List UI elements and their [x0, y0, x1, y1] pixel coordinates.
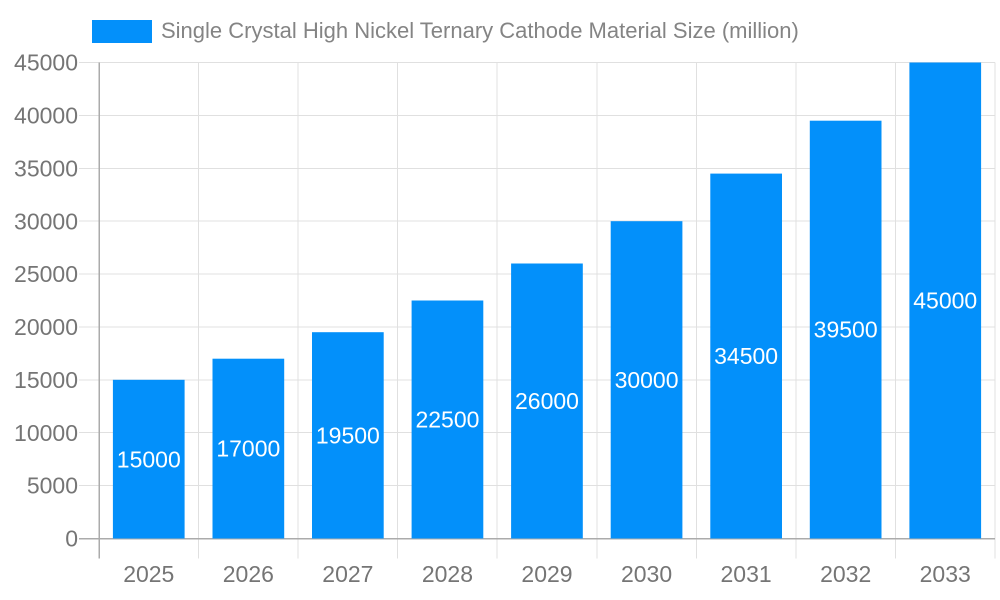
bar-value-label: 17000	[216, 436, 280, 462]
bar	[312, 332, 384, 539]
y-tick-label: 30000	[14, 208, 78, 234]
y-tick-label: 0	[65, 526, 78, 552]
bar	[511, 263, 583, 539]
bar-value-label: 19500	[316, 422, 380, 448]
bar-value-label: 45000	[913, 288, 977, 314]
x-tick-label: 2025	[123, 561, 174, 587]
y-tick-label: 10000	[14, 420, 78, 446]
bar	[411, 300, 484, 539]
bar-value-label: 39500	[814, 317, 878, 343]
y-tick-label: 20000	[14, 314, 78, 340]
bar-value-label: 22500	[415, 407, 479, 433]
bar	[809, 120, 882, 539]
bar-value-label: 15000	[117, 446, 181, 472]
x-tick-label: 2027	[322, 561, 373, 587]
x-tick-label: 2030	[621, 561, 672, 587]
legend-label: Single Crystal High Nickel Ternary Catho…	[161, 18, 799, 43]
x-tick-label: 2033	[920, 561, 971, 587]
y-tick-label: 25000	[14, 261, 78, 287]
y-tick-label: 15000	[14, 367, 78, 393]
y-tick-label: 35000	[14, 155, 78, 181]
bar	[212, 358, 285, 539]
x-tick-label: 2031	[721, 561, 772, 587]
x-tick-label: 2029	[521, 561, 572, 587]
bar	[909, 62, 982, 539]
legend-swatch	[92, 19, 152, 43]
bar	[610, 221, 683, 539]
bar	[112, 379, 185, 539]
legend-item[interactable]: Single Crystal High Nickel Ternary Catho…	[92, 18, 799, 44]
y-tick-label: 45000	[14, 50, 78, 76]
bar	[710, 173, 782, 539]
bar-value-label: 34500	[714, 343, 778, 369]
bar-value-label: 26000	[515, 388, 579, 414]
x-tick-label: 2026	[223, 561, 274, 587]
x-tick-label: 2032	[820, 561, 871, 587]
y-tick-label: 40000	[14, 102, 78, 128]
x-tick-label: 2028	[422, 561, 473, 587]
y-tick-label: 5000	[27, 473, 78, 499]
bar-value-label: 30000	[615, 367, 679, 393]
